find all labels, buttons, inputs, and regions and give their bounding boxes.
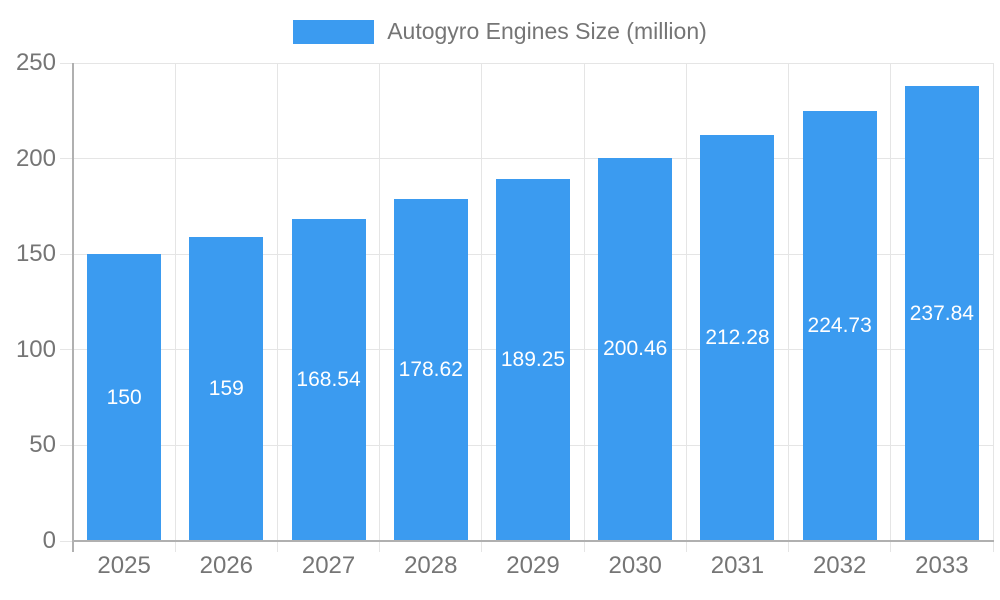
bar-2025[interactable]: 150	[87, 254, 162, 541]
v-gridline	[379, 63, 381, 552]
y-axis-line	[72, 63, 74, 552]
y-tick-label: 100	[15, 335, 56, 363]
y-axis-tick	[60, 158, 73, 160]
bar-value-label: 224.73	[807, 314, 872, 338]
y-tick-label: 150	[15, 240, 56, 268]
v-gridline	[685, 63, 687, 552]
bar-2033[interactable]: 237.84	[904, 86, 979, 541]
v-gridline	[992, 63, 994, 552]
h-gridline	[73, 62, 993, 64]
bar-2031[interactable]: 212.28	[700, 135, 775, 541]
bar-2029[interactable]: 189.25	[496, 179, 570, 541]
x-tick-label: 2030	[608, 552, 662, 579]
bar-2026[interactable]: 159	[189, 237, 264, 541]
y-tick-label: 250	[15, 49, 56, 76]
y-axis-tick	[60, 540, 73, 542]
v-gridline	[174, 63, 176, 552]
v-gridline	[583, 63, 585, 552]
x-tick-label: 2025	[97, 552, 151, 579]
bar-value-label: 212.28	[705, 326, 770, 350]
bar-2028[interactable]: 178.62	[393, 199, 468, 541]
bar-value-label: 159	[208, 377, 244, 400]
h-gridline	[73, 158, 993, 160]
bar-value-label: 178.62	[398, 358, 463, 382]
y-axis-tick	[60, 444, 73, 446]
v-gridline	[276, 63, 278, 552]
bar-value-label: 168.54	[296, 367, 361, 391]
bar-2030[interactable]: 200.46	[598, 157, 673, 541]
y-axis-tick	[60, 349, 73, 351]
legend: Autogyro Engines Size (million)	[0, 18, 1000, 45]
x-tick-label: 2032	[812, 552, 867, 579]
y-axis-tick	[60, 253, 73, 255]
v-gridline	[481, 63, 483, 552]
plot-area: 150 159 168.54 178.62 189.25 200.46 212.28 224.…	[60, 62, 994, 552]
x-axis-line	[72, 540, 994, 542]
bar-value-label: 150	[106, 385, 142, 409]
x-tick-label: 2029	[506, 552, 560, 579]
v-gridline	[890, 63, 892, 552]
x-tick-label: 2026	[199, 552, 254, 579]
y-tick-label: 50	[29, 431, 56, 459]
y-axis-tick	[60, 62, 73, 64]
bar-2027[interactable]: 168.54	[291, 218, 366, 541]
x-tick-label: 2028	[404, 552, 458, 579]
x-tick-label: 2027	[301, 552, 356, 579]
x-tick-label: 2033	[915, 552, 969, 579]
y-tick-label: 200	[15, 144, 56, 172]
x-tick-label: 2031	[710, 552, 765, 579]
bar-value-label: 189.25	[500, 348, 566, 372]
bar-value-label: 237.84	[909, 301, 974, 325]
y-tick-label: 0	[42, 527, 56, 554]
bar-2032[interactable]: 224.73	[802, 111, 877, 541]
legend-label[interactable]: Autogyro Engines Size (million)	[387, 18, 707, 44]
bar-value-label: 200.46	[603, 337, 668, 361]
legend-swatch[interactable]	[293, 19, 375, 44]
v-gridline	[788, 63, 790, 552]
